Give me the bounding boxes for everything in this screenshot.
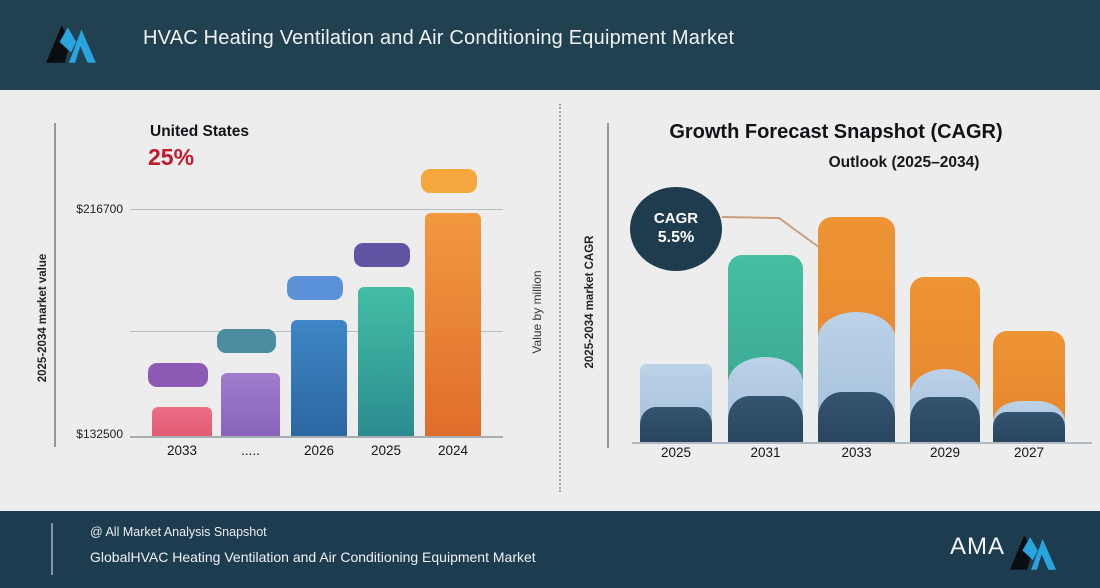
left-y-axis [54,123,56,447]
left-y-tick-max: $216700 [76,202,123,216]
footer: @ All Market Analysis Snapshot GlobalHVA… [0,511,1100,588]
right-bar-base-2029 [910,397,980,442]
right-x-label-2031: 2031 [750,445,781,460]
right-y-axis [607,123,609,448]
left-x-label-2033: 2033 [166,443,198,458]
left-x-label-2026: 2026 [303,443,335,458]
left-bar-2025 [358,287,414,436]
right-x-axis [632,442,1092,444]
right-chart-title: Growth Forecast Snapshot (CAGR) [669,121,1003,143]
right-bar-base-2033 [818,392,895,442]
right-x-label-2029: 2029 [929,445,961,460]
left-x-axis [130,436,503,438]
right-x-label-2027: 2027 [1013,445,1045,460]
left-chart-percent: 25% [148,144,195,170]
left-bar-cap-2026 [287,276,343,300]
chart-area: United States 25% 2025-2034 market value… [0,90,1100,511]
left-chart-region-label: United States [150,123,250,140]
left-bar-cap-2024 [421,169,477,193]
cagr-badge-value: 5.5% [657,229,695,247]
right-bar-base-2027 [993,412,1065,442]
left-bar-cap-..... [217,329,276,353]
right-x-label-2033: 2033 [841,445,872,460]
right-bar-base-2031 [728,396,803,442]
footer-logo-text: AMA [950,533,1006,560]
cagr-badge: CAGR 5.5% [630,187,722,271]
header: HVAC Heating Ventilation and Air Conditi… [0,0,1100,90]
left-bar-2026 [291,320,347,436]
page-title: HVAC Heating Ventilation and Air Conditi… [143,27,735,49]
left-x-label-2024: 2024 [437,443,469,458]
left-x-label-2025: 2025 [370,443,402,458]
between-axis-label: Value by million [530,270,544,354]
cagr-badge-label: CAGR [653,209,699,227]
right-y-axis-label: 2025-2034 market CAGR [584,235,596,369]
left-bar-..... [221,373,280,436]
footer-snapshot-text: @ All Market Analysis Snapshot [90,525,267,539]
section-divider [559,104,561,492]
footer-market-text: GlobalHVAC Heating Ventilation and Air C… [90,549,536,565]
ama-logo-icon [46,25,96,63]
right-x-label-2025: 2025 [660,445,692,460]
left-bar-2024 [425,213,481,436]
right-chart-subtitle: Outlook (2025–2034) [828,154,980,171]
gridline-top [130,209,503,210]
left-x-label-.....: ..... [241,443,260,458]
ama-logo-icon [1009,535,1057,570]
left-bar-cap-2033 [148,363,208,387]
left-bar-2033 [152,407,212,436]
left-bar-cap-2025 [354,243,410,267]
left-y-tick-min: $132500 [76,427,123,441]
left-y-axis-label: 2025-2034 market value [37,253,49,383]
right-bar-base-2025 [640,407,712,442]
footer-divider [51,523,53,575]
